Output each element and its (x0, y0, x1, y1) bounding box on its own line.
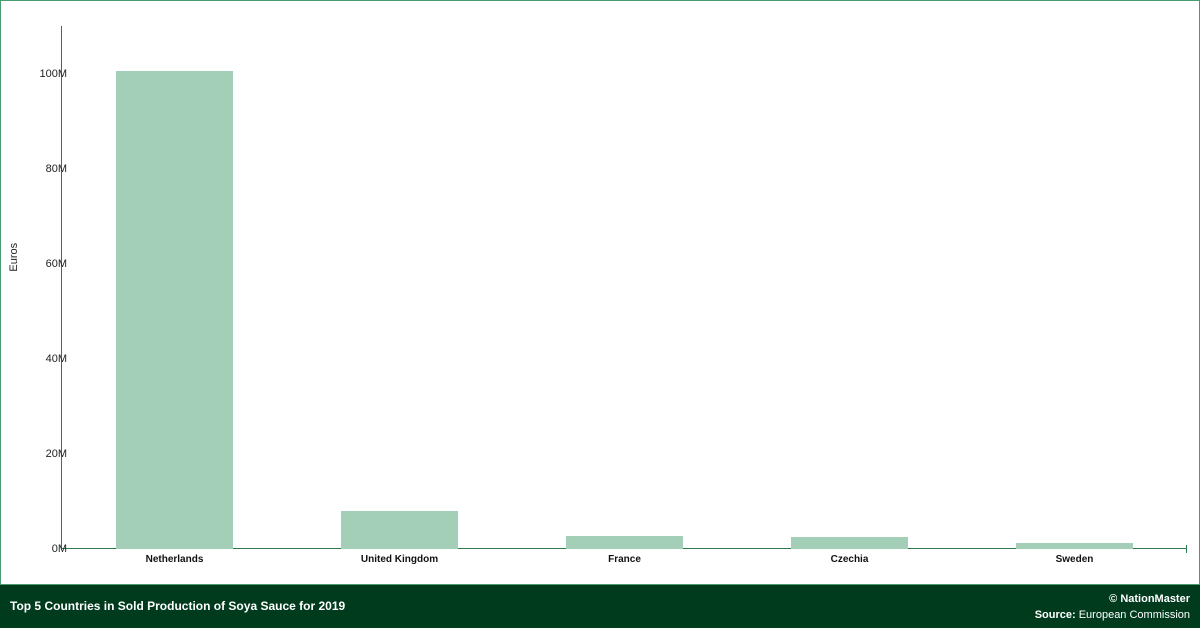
bar (116, 71, 233, 549)
source-line: Source: European Commission (1035, 609, 1190, 621)
x-axis-label: United Kingdom (361, 554, 438, 565)
y-tick-label: 60M (46, 258, 67, 270)
x-axis-label: Netherlands (146, 554, 204, 565)
x-axis-end-tick (1186, 545, 1187, 553)
y-tick-label: 80M (46, 163, 67, 175)
y-tick-label: 20M (46, 448, 67, 460)
bar (1016, 543, 1133, 549)
x-axis-label: Sweden (1056, 554, 1094, 565)
source-value: European Commission (1079, 609, 1190, 621)
y-axis-title: Euros (8, 243, 20, 272)
chart-title: Top 5 Countries in Sold Production of So… (10, 599, 345, 613)
footer-right: © NationMaster Source: European Commissi… (1035, 591, 1190, 623)
y-axis (61, 26, 62, 549)
x-axis-label: Czechia (831, 554, 869, 565)
footer-bar: Top 5 Countries in Sold Production of So… (0, 585, 1200, 628)
x-axis-label: France (608, 554, 641, 565)
copyright-text: © NationMaster (1035, 591, 1190, 607)
y-tick-label: 40M (46, 353, 67, 365)
source-label: Source: (1035, 609, 1076, 621)
y-tick-label: 0M (52, 543, 67, 555)
bar (341, 511, 458, 549)
chart-area (61, 26, 1187, 549)
bar (566, 536, 683, 549)
y-tick-label: 100M (39, 68, 67, 80)
bar (791, 537, 908, 549)
